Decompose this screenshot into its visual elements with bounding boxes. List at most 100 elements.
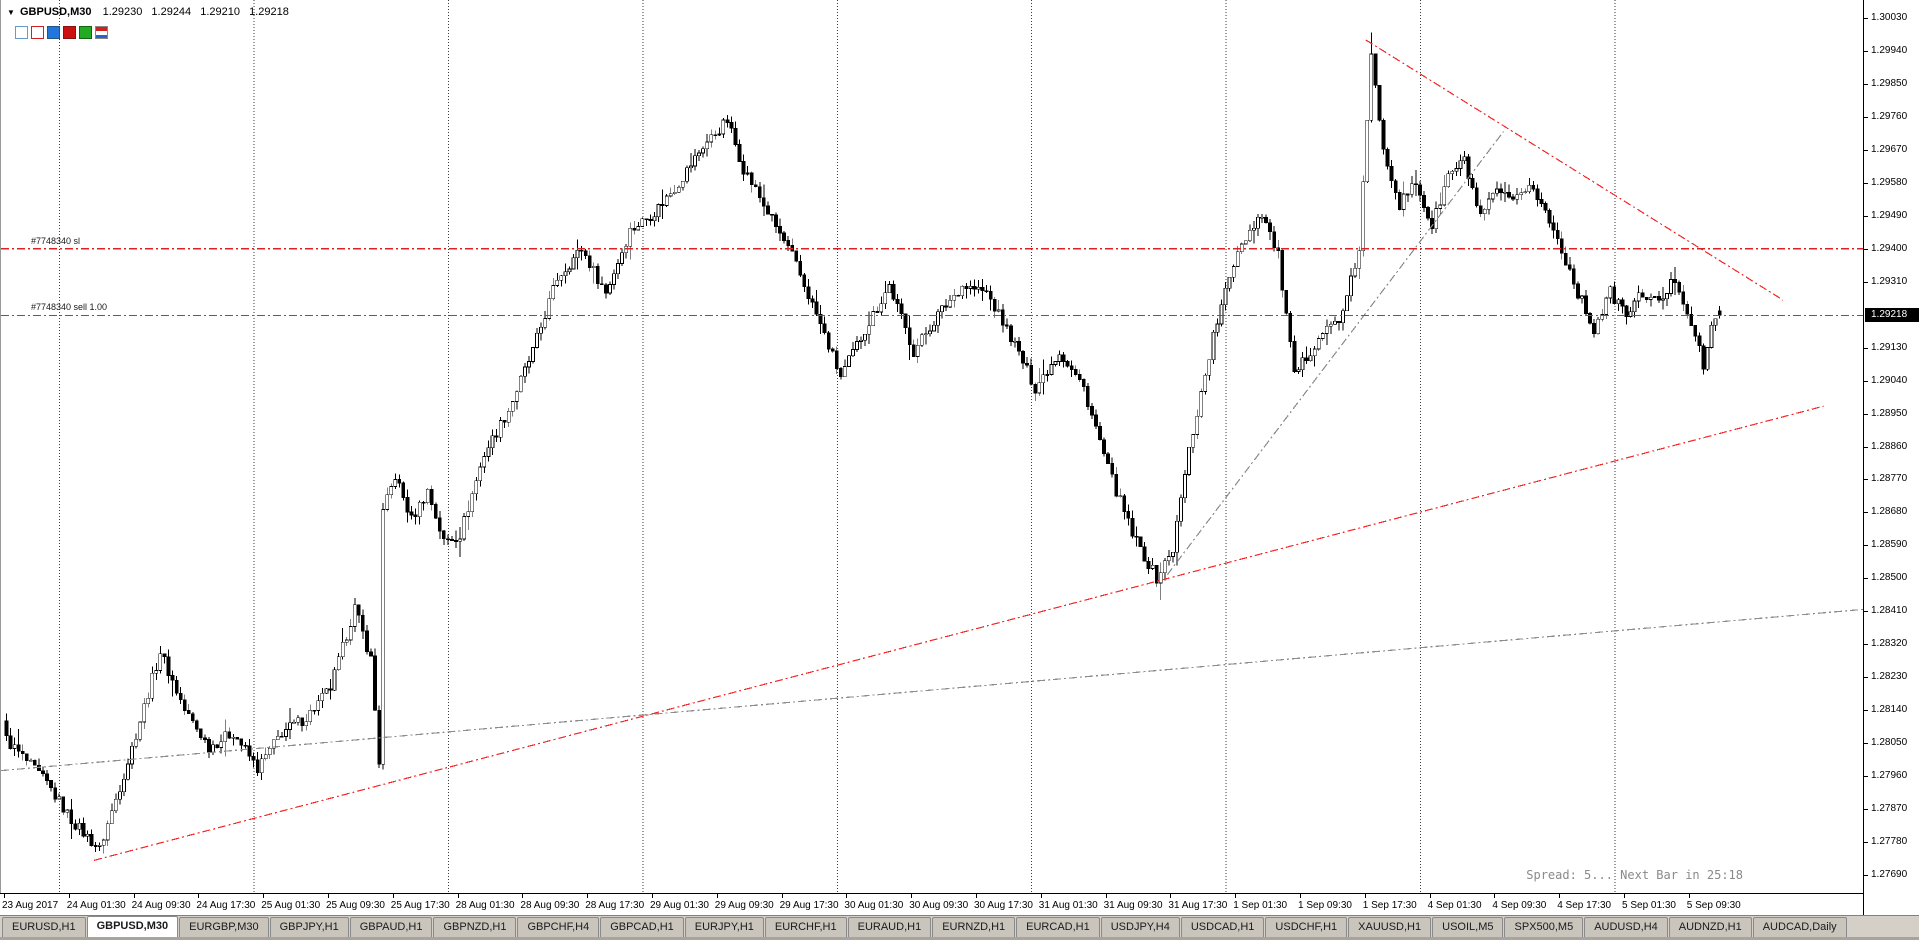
- price-axis-tick: [1864, 248, 1868, 250]
- time-axis-label: 23 Aug 2017: [2, 900, 59, 911]
- price-axis-label: 1.28230: [1871, 671, 1908, 683]
- price-axis-label: 1.28950: [1871, 407, 1908, 419]
- steep-gray-trend-trendline[interactable]: [1166, 131, 1504, 576]
- ohlc-low: 1.29210: [200, 6, 240, 18]
- time-axis-label: 28 Aug 01:30: [455, 900, 515, 911]
- price-axis-label: 1.28410: [1871, 605, 1908, 617]
- time-axis-tick: [1429, 894, 1431, 898]
- time-axis-label: 25 Aug 01:30: [261, 900, 321, 911]
- ascending-support-red-trendline[interactable]: [93, 405, 1824, 861]
- price-axis-label: 1.27690: [1871, 869, 1908, 880]
- price-axis-label: 1.27870: [1871, 803, 1908, 815]
- chart-tab-gbpcad-h1[interactable]: GBPCAD,H1: [600, 917, 684, 937]
- price-axis-tick: [1864, 512, 1868, 514]
- price-axis-tick: [1864, 215, 1868, 217]
- price-axis-tick: [1864, 842, 1868, 844]
- striped-square-button[interactable]: [95, 26, 108, 39]
- time-axis-label: 4 Sep 09:30: [1492, 900, 1547, 911]
- chart-tab-audcad-daily[interactable]: AUDCAD,Daily: [1752, 917, 1847, 937]
- price-axis-tick: [1864, 545, 1868, 547]
- time-axis-tick: [1364, 894, 1366, 898]
- chart-toolbar: [15, 26, 111, 41]
- chart-plot-area[interactable]: ▼ GBPUSD,M30 1.29230 1.29244 1.29210 1.2…: [0, 0, 1863, 893]
- descending-resistance-red-trendline[interactable]: [1365, 39, 1784, 301]
- chart-tab-eurusd-h1[interactable]: EURUSD,H1: [2, 917, 86, 937]
- chart-tab-audusd-h4[interactable]: AUDUSD,H4: [1584, 917, 1668, 937]
- chart-tab-audnzd-h1[interactable]: AUDNZD,H1: [1668, 917, 1752, 937]
- red-outline-square-button[interactable]: [31, 26, 44, 39]
- time-axis-tick: [1624, 894, 1625, 898]
- price-axis-label: 1.29490: [1871, 209, 1908, 221]
- chart-tab-eurchf-h1[interactable]: EURCHF,H1: [764, 917, 847, 937]
- time-axis-label: 31 Aug 17:30: [1168, 900, 1228, 911]
- green-square-button[interactable]: [79, 26, 92, 39]
- chart-tab-usdchf-h1[interactable]: USDCHF,H1: [1265, 917, 1348, 937]
- time-axis-label: 28 Aug 17:30: [585, 900, 645, 911]
- time-axis-label: 30 Aug 01:30: [844, 900, 904, 911]
- day-separators-layer: [59, 0, 1616, 893]
- chart-tab-gbpusd-m30[interactable]: GBPUSD,M30: [86, 916, 179, 937]
- time-axis-label: 4 Sep 17:30: [1557, 900, 1612, 911]
- price-axis-tick: [1864, 479, 1868, 481]
- price-axis-label: 1.29670: [1871, 143, 1908, 155]
- time-axis-tick: [1040, 894, 1042, 898]
- chart-tab-eurgbp-m30[interactable]: EURGBP,M30: [179, 917, 269, 937]
- time-axis-label: 28 Aug 09:30: [520, 900, 580, 911]
- time-axis-label: 31 Aug 01:30: [1038, 900, 1098, 911]
- chart-tab-gbpjpy-h1[interactable]: GBPJPY,H1: [269, 917, 349, 937]
- time-axis-tick: [1688, 894, 1690, 898]
- price-axis-tick: [1864, 18, 1868, 19]
- chart-tab-usoil-m5[interactable]: USOIL,M5: [1432, 917, 1504, 937]
- time-axis-tick: [781, 894, 783, 898]
- time-axis-label: 30 Aug 09:30: [909, 900, 969, 911]
- chart-tab-gbpaud-h1[interactable]: GBPAUD,H1: [349, 917, 433, 937]
- blue-square-button[interactable]: [47, 26, 60, 39]
- chart-tab-eurcad-h1[interactable]: EURCAD,H1: [1016, 917, 1100, 937]
- time-axis-label: 1 Sep 01:30: [1233, 900, 1288, 911]
- price-axis-tick: [1864, 446, 1868, 448]
- price-axis-tick: [1864, 710, 1868, 712]
- price-axis-label: 1.28140: [1871, 704, 1908, 716]
- ohlc-close: 1.29218: [249, 6, 289, 18]
- time-axis-tick: [4, 894, 5, 898]
- time-axis-label: 24 Aug 09:30: [131, 900, 191, 911]
- time-axis-tick: [457, 894, 459, 898]
- chart-tab-euraud-h1[interactable]: EURAUD,H1: [847, 917, 932, 937]
- red-square-button[interactable]: [63, 26, 76, 39]
- price-axis-label: 1.28860: [1871, 440, 1908, 452]
- time-axis-label: 29 Aug 01:30: [650, 900, 709, 911]
- time-axis[interactable]: 23 Aug 2017 24 Aug 01:30 24 Aug 09:30 24 Au…: [0, 893, 1863, 915]
- time-axis-tick: [198, 894, 200, 898]
- white-square-button[interactable]: [15, 26, 28, 39]
- chart-tab-usdjpy-h4[interactable]: USDJPY,H4: [1100, 917, 1180, 937]
- chart-tab-gbpnzd-h1[interactable]: GBPNZD,H1: [433, 917, 517, 937]
- chart-tab-eurjpy-h1[interactable]: EURJPY,H1: [684, 917, 764, 937]
- time-axis-tick: [976, 894, 977, 898]
- price-axis-label: 1.29310: [1871, 275, 1908, 287]
- time-axis-tick: [522, 894, 524, 898]
- price-axis-label: 1.28500: [1871, 572, 1908, 584]
- chart-header: ▼ GBPUSD,M30 1.29230 1.29244 1.29210 1.2…: [7, 6, 295, 18]
- time-axis-label: 29 Aug 17:30: [779, 900, 839, 911]
- price-axis-tick: [1864, 182, 1868, 184]
- chart-tab-xauusd-h1[interactable]: XAUUSD,H1: [1348, 917, 1432, 937]
- time-axis-label: 24 Aug 01:30: [66, 900, 126, 911]
- order-line-label: #7748340 sl: [31, 235, 81, 246]
- time-axis-tick: [392, 894, 394, 898]
- time-axis-label: 30 Aug 17:30: [974, 900, 1033, 911]
- price-axis[interactable]: 1.29218 1.30030 1.29940 1.29850 1.29760 1.29…: [1863, 0, 1919, 915]
- chart-tab-gbpchf-h4[interactable]: GBPCHF,H4: [517, 917, 600, 937]
- price-axis-tick: [1864, 380, 1868, 382]
- price-axis-label: 1.29940: [1871, 44, 1908, 56]
- time-axis-tick: [911, 894, 913, 898]
- price-axis-tick: [1864, 677, 1868, 679]
- chart-tab-usdcad-h1[interactable]: USDCAD,H1: [1180, 917, 1265, 937]
- chart-tab-eurnzd-h1[interactable]: EURNZD,H1: [932, 917, 1016, 937]
- long-gray-channel-trendline[interactable]: [1, 606, 1863, 772]
- candlestick-chart[interactable]: [1, 0, 1863, 893]
- chart-tab-spx500-m5[interactable]: SPX500,M5: [1504, 917, 1584, 937]
- price-axis-label: 1.27780: [1871, 836, 1908, 848]
- time-axis-tick: [1300, 894, 1301, 898]
- time-axis-tick: [652, 894, 653, 898]
- order-line-label: #7748340 sell 1.00: [31, 302, 108, 313]
